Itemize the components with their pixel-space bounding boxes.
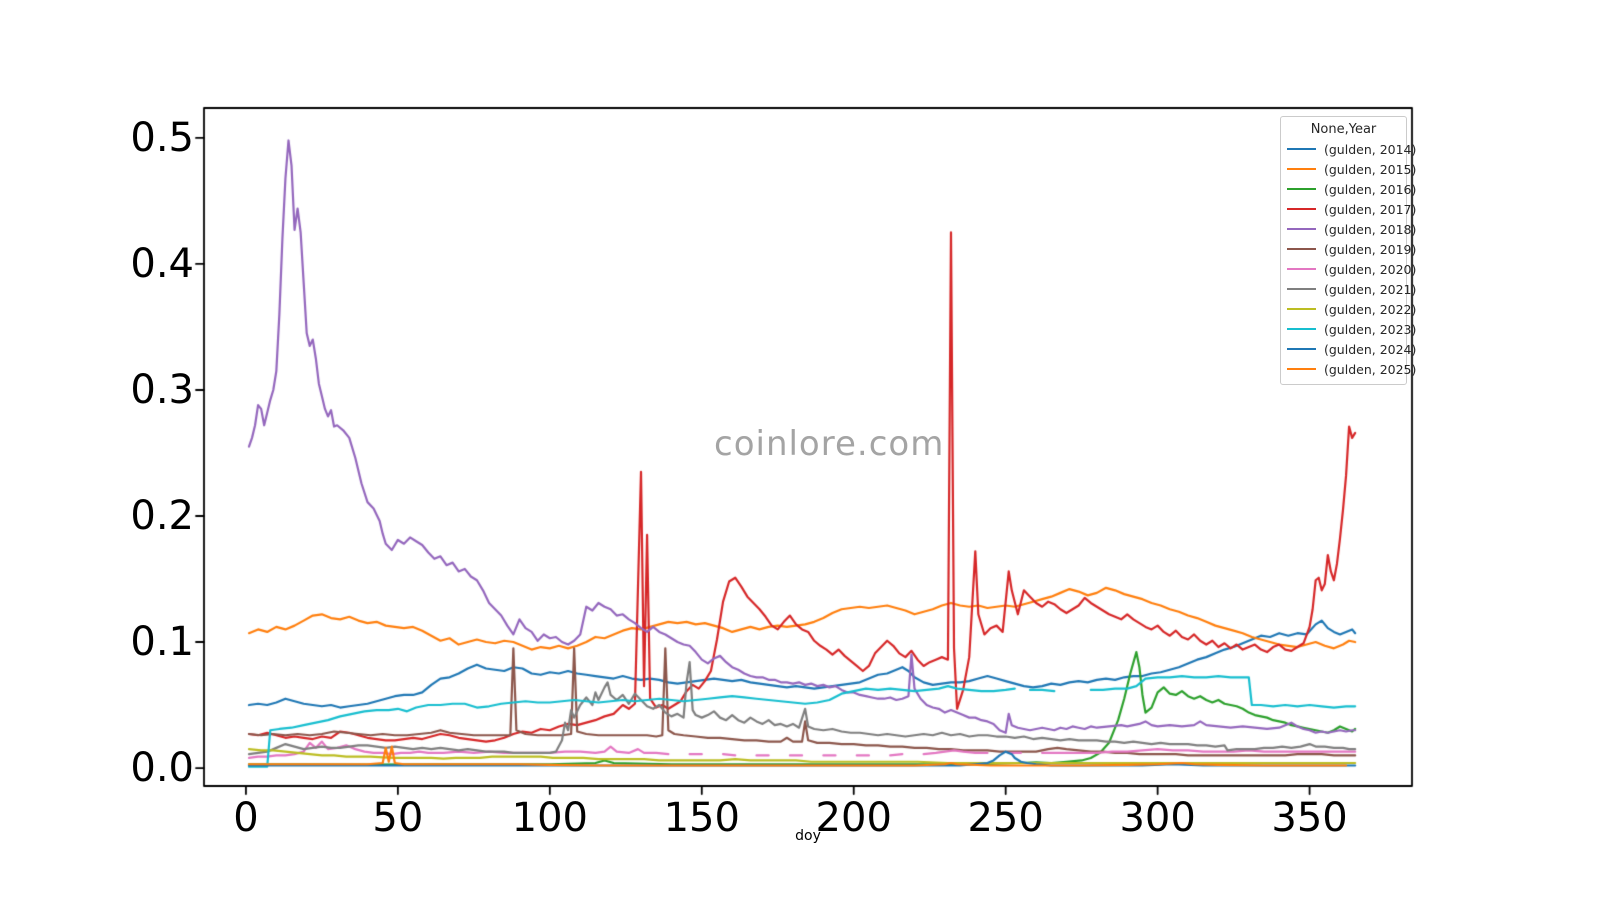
x-tick-label-0: 0 bbox=[233, 795, 259, 841]
x-tick-label-150: 150 bbox=[663, 795, 740, 841]
legend-entry-gulden-2023: (gulden, 2023) bbox=[1286, 319, 1416, 339]
legend-line-sample-gulden-2025 bbox=[1287, 367, 1316, 371]
legend-line-sample-gulden-2023 bbox=[1287, 327, 1316, 331]
legend-entry-label-gulden-2021: (gulden, 2021) bbox=[1324, 281, 1417, 297]
legend-entry-label-gulden-2017: (gulden, 2017) bbox=[1324, 201, 1417, 217]
y-tick-label-0.5: 0.5 bbox=[130, 114, 194, 161]
legend-entry-gulden-2025: (gulden, 2025) bbox=[1286, 359, 1416, 379]
legend-entry-gulden-2017: (gulden, 2017) bbox=[1286, 199, 1416, 219]
legend-entries: (gulden, 2014) (gulden, 2015) (gulden, 201… bbox=[1286, 139, 1416, 379]
x-tick-label-350: 350 bbox=[1271, 795, 1348, 841]
legend-title: None,Year bbox=[1310, 122, 1377, 137]
x-tick-label-200: 200 bbox=[815, 795, 892, 841]
legend-entry-gulden-2020: (gulden, 2020) bbox=[1286, 259, 1416, 279]
legend-entry-gulden-2019: (gulden, 2019) bbox=[1286, 239, 1416, 259]
legend-entry-label-gulden-2023: (gulden, 2023) bbox=[1324, 321, 1417, 337]
legend: None,Year (gulden, 2014) (gulden, 2015) (g… bbox=[1280, 116, 1416, 385]
legend-line-sample-gulden-2024 bbox=[1287, 347, 1316, 351]
legend-line-sample-gulden-2022 bbox=[1287, 307, 1316, 311]
x-tick-label-100: 100 bbox=[511, 795, 588, 841]
legend-entry-gulden-2024: (gulden, 2024) bbox=[1286, 339, 1416, 359]
x-axis-label: doy bbox=[795, 828, 821, 844]
legend-entry-label-gulden-2019: (gulden, 2019) bbox=[1324, 241, 1417, 257]
legend-entry-gulden-2022: (gulden, 2022) bbox=[1286, 299, 1416, 319]
legend-line-sample-gulden-2014 bbox=[1287, 147, 1316, 151]
legend-entry-gulden-2016: (gulden, 2016) bbox=[1286, 179, 1416, 199]
y-tick-label-0.2: 0.2 bbox=[130, 492, 194, 539]
legend-entry-gulden-2021: (gulden, 2021) bbox=[1286, 279, 1416, 299]
y-tick-label-0.4: 0.4 bbox=[130, 240, 194, 287]
watermark-text: coinlore.com bbox=[714, 424, 945, 464]
legend-entry-gulden-2014: (gulden, 2014) bbox=[1286, 139, 1416, 159]
legend-line-sample-gulden-2020 bbox=[1287, 267, 1316, 271]
x-tick-label-300: 300 bbox=[1119, 795, 1196, 841]
y-tick-label-0.0: 0.0 bbox=[130, 745, 194, 792]
y-tick-label-0.3: 0.3 bbox=[130, 366, 194, 413]
legend-entry-label-gulden-2020: (gulden, 2020) bbox=[1324, 261, 1417, 277]
legend-line-sample-gulden-2015 bbox=[1287, 167, 1316, 171]
legend-entry-label-gulden-2016: (gulden, 2016) bbox=[1324, 181, 1417, 197]
legend-entry-gulden-2015: (gulden, 2015) bbox=[1286, 159, 1416, 179]
legend-entry-label-gulden-2014: (gulden, 2014) bbox=[1324, 141, 1417, 157]
legend-line-sample-gulden-2018 bbox=[1287, 227, 1316, 231]
legend-entry-label-gulden-2024: (gulden, 2024) bbox=[1324, 341, 1417, 357]
legend-line-sample-gulden-2021 bbox=[1287, 287, 1316, 291]
legend-line-sample-gulden-2016 bbox=[1287, 187, 1316, 191]
legend-line-sample-gulden-2019 bbox=[1287, 247, 1316, 251]
legend-entry-label-gulden-2022: (gulden, 2022) bbox=[1324, 301, 1417, 317]
legend-entry-label-gulden-2025: (gulden, 2025) bbox=[1324, 361, 1417, 377]
legend-line-sample-gulden-2017 bbox=[1287, 207, 1316, 211]
legend-entry-label-gulden-2018: (gulden, 2018) bbox=[1324, 221, 1417, 237]
x-tick-label-50: 50 bbox=[372, 795, 424, 841]
legend-entry-label-gulden-2015: (gulden, 2015) bbox=[1324, 161, 1417, 177]
legend-entry-gulden-2018: (gulden, 2018) bbox=[1286, 219, 1416, 239]
y-tick-label-0.1: 0.1 bbox=[130, 619, 194, 665]
x-tick-label-250: 250 bbox=[967, 795, 1044, 841]
